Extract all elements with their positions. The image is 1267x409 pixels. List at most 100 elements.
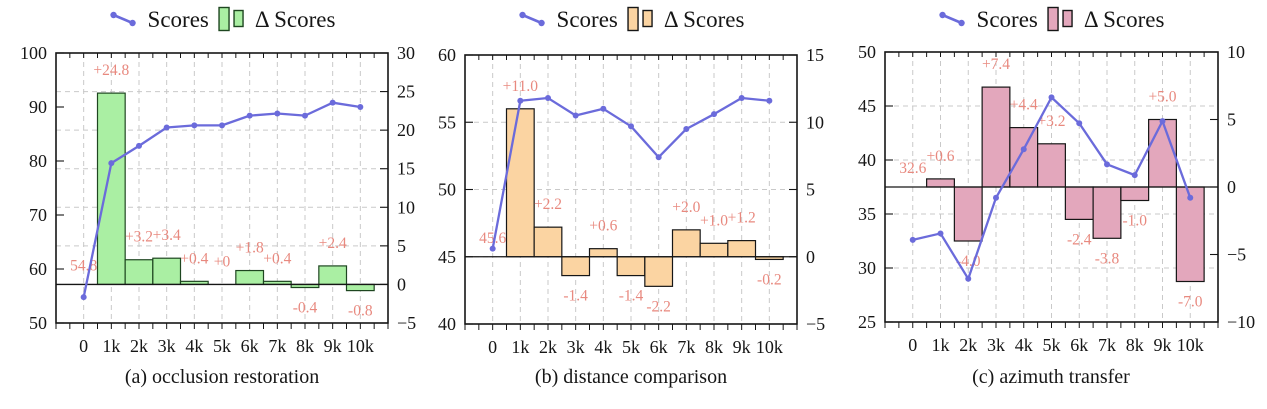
scores-point [517, 97, 524, 104]
legend-chart-b: Scores Δ Scores [518, 5, 745, 33]
x-tick-label: 1k [511, 337, 529, 357]
x-tick-label: 1k [932, 335, 950, 355]
legend-delta-label: Δ Scores [663, 6, 745, 32]
delta-label: -1.0 [1122, 213, 1147, 230]
chart-plot-c: 25 30 35 40 45 50 −10 −5 0 5 10 0 1k 2k 3k 4k 5k 6k 7k 8k 9k… [858, 42, 1255, 355]
right-axis-tick-label: 5 [806, 180, 815, 200]
scores-point [1020, 146, 1027, 153]
chart-plot-a: 50 60 70 80 90 100 −5 0 5 10 15 20 25 30 0 1k 2k 3k 4k 5k 6k… [20, 43, 416, 356]
left-axis-tick-label: 50 [438, 180, 456, 200]
delta-label: +2.2 [534, 196, 562, 213]
x-tick-label: 6k [241, 336, 259, 356]
left-axis-tick-label: 30 [858, 258, 876, 278]
right-axis-tick-label: 20 [397, 120, 415, 140]
scores-point [302, 112, 308, 119]
scores-point [1076, 120, 1083, 127]
legend-scores-label: Scores [976, 6, 1038, 32]
right-axis-tick-label: 10 [1227, 42, 1245, 62]
scores-point [766, 97, 773, 104]
delta-bar [1175, 186, 1205, 283]
delta-label: +5.0 [1148, 89, 1176, 106]
x-tick-label: 9k [1154, 335, 1172, 355]
scores-point [246, 112, 253, 119]
delta-bar [345, 283, 375, 292]
right-axis-tick-label: −5 [1227, 245, 1246, 265]
delta-bar [1092, 186, 1122, 239]
delta-bars-swatch [627, 6, 654, 32]
delta-bar [124, 259, 154, 286]
delta-bar [981, 86, 1011, 188]
left-axis-tick-label: 35 [858, 204, 876, 224]
delta-label: +1.0 [700, 212, 728, 229]
start-score-label: 45.6 [479, 230, 506, 247]
x-tick-label: 10k [347, 336, 374, 356]
left-axis-tick-label: 70 [29, 205, 47, 225]
delta-label: +11.0 [503, 78, 539, 95]
left-axis-tick-label: 45 [858, 96, 876, 116]
delta-label: -2.2 [646, 298, 671, 315]
legend-chart-c: Scores Δ Scores [938, 5, 1164, 33]
scores-point [711, 111, 717, 118]
x-tick-label: 7k [268, 336, 286, 356]
delta-bar [235, 269, 265, 286]
delta-bar [1064, 186, 1094, 221]
x-tick-label: 0 [79, 336, 88, 356]
x-tick-label: 8k [705, 337, 723, 357]
x-tick-label: 8k [296, 336, 314, 356]
x-tick-label: 4k [1015, 335, 1033, 355]
scores-point [357, 104, 364, 110]
left-axis-tick-label: 40 [858, 150, 876, 170]
delta-label: +0.6 [589, 218, 617, 235]
scores-point [738, 95, 745, 102]
chart-c-caption: (c) azimuth transfer [972, 366, 1130, 388]
delta-bar [644, 256, 674, 287]
right-axis-tick-label: 10 [806, 112, 824, 132]
right-axis-tick-label: 5 [397, 236, 406, 256]
delta-label: -1.4 [563, 288, 588, 305]
delta-bar [699, 242, 729, 258]
left-axis-tick-label: 45 [438, 247, 456, 267]
x-tick-label: 3k [158, 336, 176, 356]
delta-label: +24.8 [93, 62, 129, 79]
right-axis-tick-label: 30 [397, 43, 415, 63]
scores-point [1159, 118, 1166, 125]
scores-point [683, 125, 690, 132]
legend-chart-a: Scores Δ Scores [109, 5, 335, 33]
scores-point [655, 154, 662, 161]
right-axis-tick-label: −5 [397, 313, 416, 333]
scores-line-swatch [110, 11, 136, 27]
chart-a-caption: (a) occlusion restoration [124, 366, 320, 388]
delta-bar [152, 257, 182, 286]
delta-bar [318, 265, 348, 286]
right-axis-tick-label: 25 [397, 82, 415, 102]
x-tick-label: 10k [756, 337, 783, 357]
delta-label: -3.8 [1095, 250, 1120, 267]
scores-point [219, 122, 225, 129]
x-tick-label: 7k [677, 337, 695, 357]
scores-point [1104, 161, 1110, 168]
delta-label: +2.4 [319, 235, 347, 252]
scores-point [489, 245, 496, 252]
scores-point [965, 275, 972, 282]
left-axis-tick-label: 60 [29, 259, 47, 279]
delta-bar [1037, 143, 1066, 188]
delta-bar [953, 186, 983, 242]
delta-bar [505, 108, 535, 258]
scores-point [274, 110, 281, 117]
chart-plot-b: 40 45 50 55 60 −5 0 5 10 15 0 1k 2k 3k 4k 5k 6k 7k 8k 9k 10k… [438, 45, 825, 357]
delta-label: +3.4 [153, 227, 181, 244]
delta-bar [671, 229, 701, 258]
right-axis-tick-label: −10 [1227, 312, 1255, 332]
scores-point [80, 294, 87, 301]
scores-point [909, 236, 916, 243]
x-tick-label: 4k [594, 337, 612, 357]
delta-label: +0 [214, 253, 231, 270]
left-axis-tick-label: 80 [29, 151, 47, 171]
x-tick-label: 3k [567, 337, 585, 357]
scores-line-swatch [519, 11, 545, 27]
delta-label: +0.4 [263, 250, 291, 267]
delta-label: +7.4 [982, 56, 1010, 73]
left-axis-tick-label: 55 [438, 112, 456, 132]
